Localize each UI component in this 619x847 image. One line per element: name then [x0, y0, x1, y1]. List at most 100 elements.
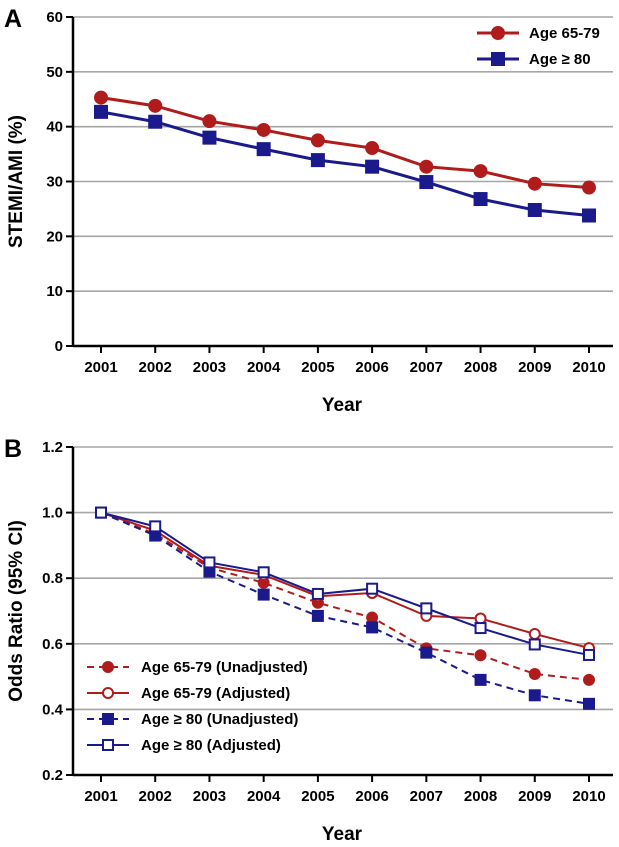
y-tick-label: 1.0	[42, 505, 63, 522]
x-axis-label: Year	[322, 824, 363, 842]
legend: Age 65-79 (Unadjusted) Age 65-79 (Adjuste…	[87, 659, 308, 754]
y-tick-label: 40	[46, 119, 63, 136]
data-point	[365, 141, 380, 156]
data-point	[202, 130, 217, 145]
data-point	[474, 622, 487, 635]
data-point	[528, 638, 541, 651]
x-tick-label: 2007	[410, 359, 443, 376]
y-axis-label: Odds Ratio (95% CI)	[6, 520, 27, 702]
legend-marker	[102, 687, 114, 699]
x-tick-label: 2006	[355, 788, 388, 805]
data-point	[473, 192, 488, 207]
data-point	[256, 142, 271, 157]
y-axis-label: STEMI/AMI (%)	[6, 115, 27, 248]
data-point	[311, 587, 324, 600]
y-tick-label: 10	[46, 283, 63, 300]
data-point	[366, 611, 379, 624]
x-tick-label: 2004	[247, 788, 281, 805]
data-point	[583, 673, 595, 686]
legend-marker	[491, 26, 505, 40]
legend-marker	[102, 661, 114, 673]
y-tick-label: 0.2	[42, 767, 63, 784]
panel-letter: A	[4, 5, 22, 33]
x-tick-label: 2010	[572, 788, 605, 805]
data-point	[148, 114, 163, 129]
data-point	[420, 646, 433, 659]
y-tick-label: 0	[55, 338, 63, 355]
legend-label: Age ≥ 80 (Adjusted)	[141, 737, 281, 754]
legend-marker	[102, 713, 114, 725]
data-point	[310, 153, 325, 168]
x-tick-label: 2008	[464, 788, 497, 805]
x-tick-label: 2004	[247, 359, 281, 376]
y-tick-label: 0.8	[42, 570, 63, 587]
data-point	[473, 164, 488, 179]
data-point	[94, 90, 108, 105]
data-point	[583, 697, 595, 710]
legend-label: Age 65-79	[529, 25, 600, 42]
x-tick-label: 2001	[84, 788, 117, 805]
legend-label: Age 65-79 (Adjusted)	[141, 685, 290, 702]
data-point	[420, 602, 433, 615]
panel-letter: B	[4, 435, 22, 463]
data-point	[474, 649, 487, 662]
data-point	[474, 612, 487, 625]
data-point	[419, 159, 434, 174]
y-tick-label: 20	[46, 228, 63, 245]
y-tick-label: 50	[46, 64, 63, 81]
data-point	[257, 566, 270, 579]
x-tick-label: 2007	[410, 788, 443, 805]
data-point	[94, 104, 108, 119]
data-point	[365, 159, 380, 174]
data-point	[366, 582, 379, 595]
x-tick-label: 2009	[518, 788, 551, 805]
legend: Age 65-79 Age ≥ 80	[477, 25, 600, 68]
panel-b: B 0.2 0.4 0.6 0.8 1.0 1.2 2001 2002 2003 2004 2005 2…	[4, 435, 613, 845]
data-point	[202, 114, 217, 129]
data-point	[203, 556, 216, 569]
x-tick-label: 2010	[572, 359, 605, 376]
data-point	[366, 621, 379, 634]
data-point	[527, 176, 542, 191]
x-tick-label: 2008	[464, 359, 497, 376]
series-line	[100, 110, 590, 217]
legend-label: Age ≥ 80	[529, 51, 591, 68]
data-point	[528, 667, 541, 680]
y-tick-label: 0.4	[42, 701, 64, 718]
x-tick-label: 2001	[84, 359, 117, 376]
series-age-65-79-adjusted	[95, 506, 595, 655]
data-point	[527, 203, 542, 218]
data-point	[95, 506, 107, 519]
data-point	[582, 208, 596, 223]
panel-a: A 0 10 20 30 40 50 60 2001 2002 2003 2004 2005 2006 20…	[4, 5, 613, 416]
series-line	[100, 511, 590, 650]
legend-marker	[102, 739, 114, 751]
y-tick-label: 0.6	[42, 636, 63, 653]
x-tick-label: 2006	[355, 359, 388, 376]
legend-label: Age 65-79 (Unadjusted)	[141, 659, 308, 676]
data-point	[257, 588, 270, 601]
data-point	[148, 98, 163, 113]
x-tick-label: 2003	[193, 359, 226, 376]
y-tick-label: 1.2	[42, 439, 63, 456]
x-tick-label: 2002	[139, 788, 172, 805]
x-axis-label: Year	[322, 395, 363, 416]
series-line	[100, 511, 590, 681]
x-tick-label: 2003	[193, 788, 226, 805]
data-point	[528, 627, 541, 640]
x-tick-label: 2005	[301, 788, 334, 805]
series-line	[100, 96, 590, 190]
series-age-80-adjusted	[95, 506, 595, 661]
data-point	[528, 689, 541, 702]
data-point	[419, 175, 434, 190]
data-point	[474, 673, 487, 686]
y-tick-label: 30	[46, 174, 63, 191]
series-age-65-79	[94, 90, 596, 195]
data-point	[582, 180, 596, 195]
legend-label: Age ≥ 80 (Unadjusted)	[141, 711, 298, 728]
x-tick-label: 2002	[139, 359, 172, 376]
data-point	[583, 648, 595, 661]
x-tick-label: 2009	[518, 359, 551, 376]
